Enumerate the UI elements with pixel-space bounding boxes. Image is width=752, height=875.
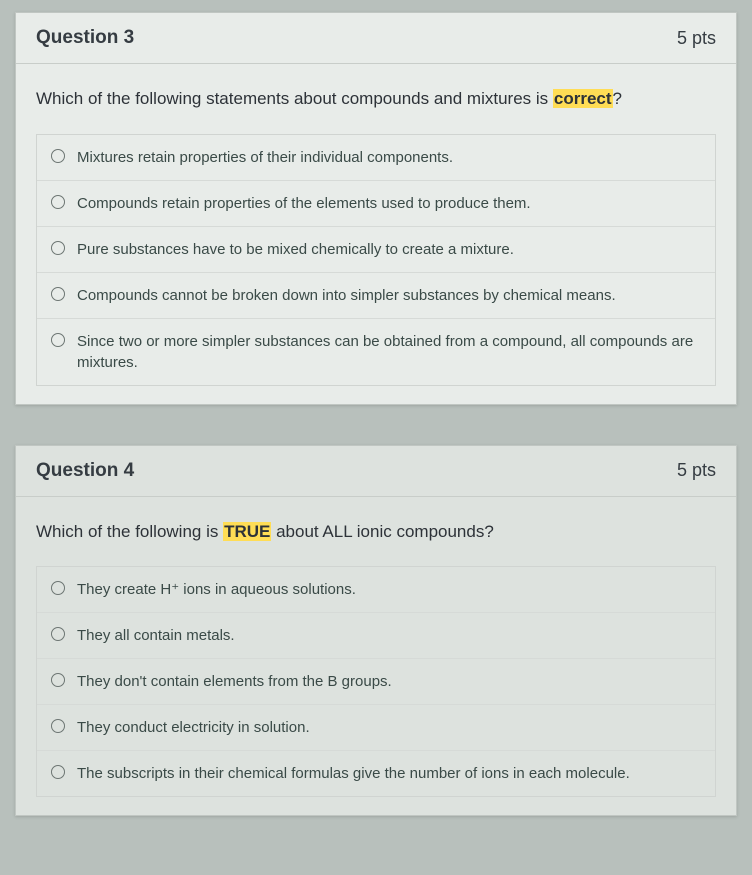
answer-text: They all contain metals. xyxy=(77,625,235,646)
answer-option[interactable]: They create H⁺ ions in aqueous solutions… xyxy=(37,567,715,613)
question-prompt: Which of the following statements about … xyxy=(36,86,716,112)
question-body: Which of the following is TRUE about ALL… xyxy=(16,497,736,816)
radio-input[interactable] xyxy=(51,149,65,163)
radio-input[interactable] xyxy=(51,765,65,779)
radio-input[interactable] xyxy=(51,719,65,733)
radio-input[interactable] xyxy=(51,627,65,641)
question-points: 5 pts xyxy=(677,28,716,49)
answer-text: Pure substances have to be mixed chemica… xyxy=(77,239,514,260)
prompt-pre: Which of the following statements about … xyxy=(36,89,553,108)
question-prompt: Which of the following is TRUE about ALL… xyxy=(36,519,716,545)
answer-text: They create H⁺ ions in aqueous solutions… xyxy=(77,579,356,600)
question-card-3: Question 3 5 pts Which of the following … xyxy=(15,12,737,405)
question-header: Question 3 5 pts xyxy=(16,13,736,64)
prompt-highlight: TRUE xyxy=(223,522,271,541)
radio-input[interactable] xyxy=(51,287,65,301)
answer-text: Since two or more simpler substances can… xyxy=(77,331,701,373)
answer-list: They create H⁺ ions in aqueous solutions… xyxy=(36,566,716,797)
answer-option[interactable]: The subscripts in their chemical formula… xyxy=(37,751,715,796)
question-number: Question 3 xyxy=(36,27,134,49)
answer-text: They conduct electricity in solution. xyxy=(77,717,310,738)
question-points: 5 pts xyxy=(677,460,716,481)
prompt-post: about ALL ionic compounds? xyxy=(271,522,493,541)
answer-option[interactable]: Pure substances have to be mixed chemica… xyxy=(37,227,715,273)
answer-option[interactable]: Compounds retain properties of the eleme… xyxy=(37,181,715,227)
prompt-highlight: correct xyxy=(553,89,613,108)
prompt-post: ? xyxy=(613,89,622,108)
prompt-pre: Which of the following is xyxy=(36,522,223,541)
question-card-4: Question 4 5 pts Which of the following … xyxy=(15,445,737,817)
answer-text: The subscripts in their chemical formula… xyxy=(77,763,630,784)
question-number: Question 4 xyxy=(36,460,134,482)
radio-input[interactable] xyxy=(51,333,65,347)
answer-option[interactable]: Since two or more simpler substances can… xyxy=(37,319,715,385)
answer-list: Mixtures retain properties of their indi… xyxy=(36,134,716,386)
answer-option[interactable]: They all contain metals. xyxy=(37,613,715,659)
question-header: Question 4 5 pts xyxy=(16,446,736,497)
radio-input[interactable] xyxy=(51,195,65,209)
answer-option[interactable]: They conduct electricity in solution. xyxy=(37,705,715,751)
answer-text: They don't contain elements from the B g… xyxy=(77,671,392,692)
answer-text: Mixtures retain properties of their indi… xyxy=(77,147,453,168)
question-body: Which of the following statements about … xyxy=(16,64,736,404)
answer-option[interactable]: Mixtures retain properties of their indi… xyxy=(37,135,715,181)
radio-input[interactable] xyxy=(51,581,65,595)
answer-option[interactable]: Compounds cannot be broken down into sim… xyxy=(37,273,715,319)
answer-text: Compounds retain properties of the eleme… xyxy=(77,193,531,214)
answer-option[interactable]: They don't contain elements from the B g… xyxy=(37,659,715,705)
answer-text: Compounds cannot be broken down into sim… xyxy=(77,285,616,306)
radio-input[interactable] xyxy=(51,241,65,255)
radio-input[interactable] xyxy=(51,673,65,687)
